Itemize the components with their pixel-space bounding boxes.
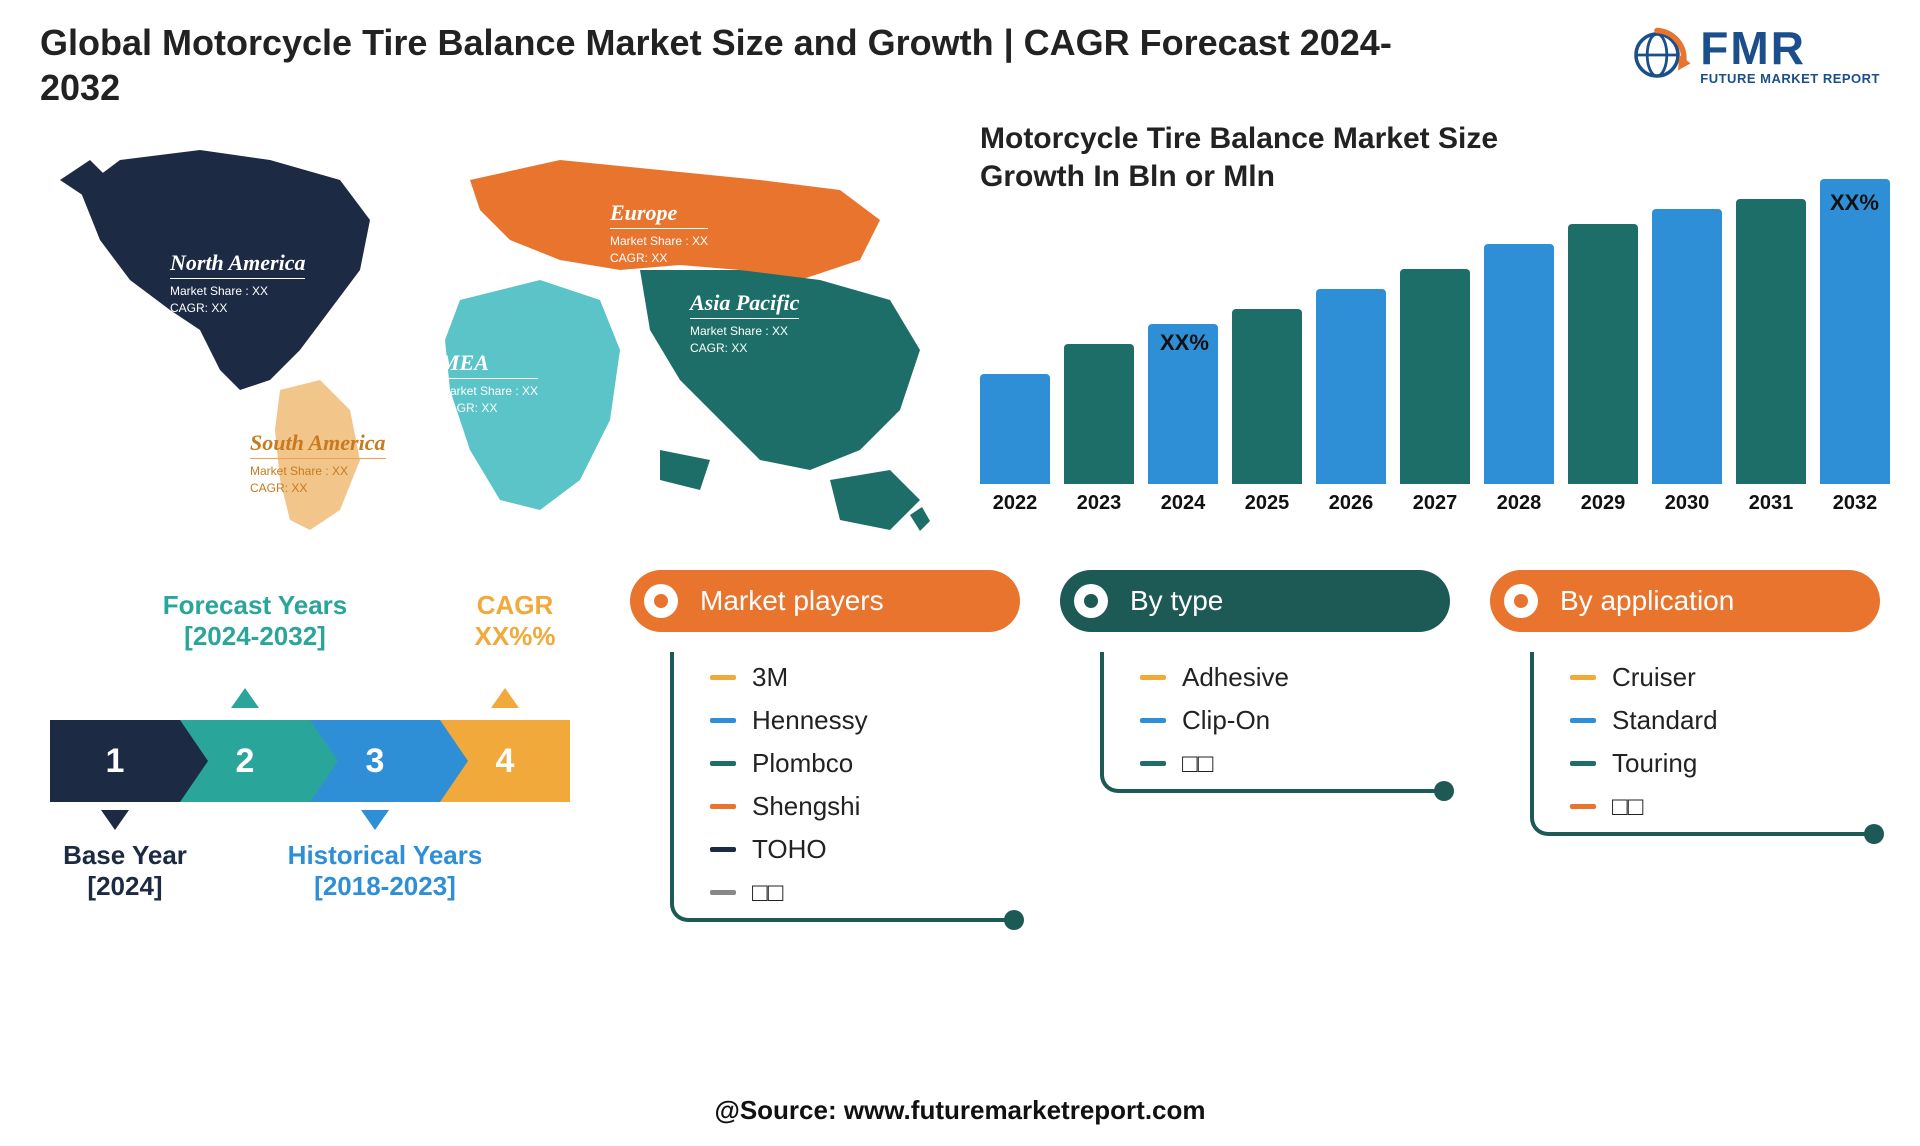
timeline: 1234 Base Year[2024]Forecast Years[2024-… [40,570,600,910]
region-label-na: North AmericaMarket Share : XXCAGR: XX [170,250,305,317]
page-title: Global Motorcycle Tire Balance Market Si… [40,20,1440,110]
category-item: Adhesive [1140,662,1450,693]
timeline-label: Base Year[2024] [25,840,225,902]
dash-icon [1570,675,1596,680]
dash-icon [1140,718,1166,723]
category-item: Cruiser [1570,662,1880,693]
chart-annotation: XX% [1160,330,1209,356]
triangle-icon [361,810,389,830]
dash-icon [710,718,736,723]
logo-text-main: FMR [1700,25,1880,71]
bar-2023: 2023 [1064,344,1134,515]
dash-icon [710,890,736,895]
bar-2022: 2022 [980,374,1050,515]
timeline-label: CAGRXX%% [415,590,615,652]
category-item: TOHO [710,834,1020,865]
category-item: Clip-On [1140,705,1450,736]
fmr-logo: FMR FUTURE MARKET REPORT [1622,20,1880,90]
bar-2025: 2025 [1232,309,1302,515]
category-item-label: Standard [1612,705,1718,736]
category-pill: By type [1060,570,1450,632]
globe-arrow-icon [1622,20,1692,90]
category-item: Shengshi [710,791,1020,822]
logo-text-sub: FUTURE MARKET REPORT [1700,71,1880,86]
dash-icon [710,675,736,680]
category-item: Touring [1570,748,1880,779]
source-attribution: @Source: www.futuremarketreport.com [714,1095,1205,1126]
category-item-label: Hennessy [752,705,868,736]
category-item-label: Plombco [752,748,853,779]
dash-icon [1570,761,1596,766]
category-item-label: Shengshi [752,791,860,822]
triangle-icon [101,810,129,830]
triangle-icon [491,688,519,708]
region-label-mea: MEAMarket Share : XXCAGR: XX [440,350,538,417]
category-item: 3M [710,662,1020,693]
category-item: Standard [1570,705,1880,736]
chart-annotation: XX% [1830,190,1879,216]
bar-2030: 2030 [1652,209,1722,515]
category-item: Hennessy [710,705,1020,736]
category-item-label: 3M [752,662,788,693]
timeline-label: Historical Years[2018-2023] [285,840,485,902]
category-item-label: TOHO [752,834,827,865]
bar-2027: 2027 [1400,269,1470,515]
category-item-label: □□ [752,877,783,908]
growth-bar-chart: Motorcycle Tire Balance Market Size Grow… [980,120,1890,540]
world-map: North AmericaMarket Share : XXCAGR: XX So… [40,120,940,540]
bar-2029: 2029 [1568,224,1638,515]
chart-title: Motorcycle Tire Balance Market Size Grow… [980,120,1500,195]
category-column: By application Cruiser Standard Touring □□ [1490,570,1880,922]
category-item-label: Cruiser [1612,662,1696,693]
bar-2032: 2032 [1820,179,1890,515]
category-item-label: Touring [1612,748,1697,779]
category-pill: Market players [630,570,1020,632]
dash-icon [710,847,736,852]
region-label-sa: South AmericaMarket Share : XXCAGR: XX [250,430,386,497]
region-label-eu: EuropeMarket Share : XXCAGR: XX [610,200,708,267]
category-item-label: Clip-On [1182,705,1270,736]
category-item: □□ [1570,791,1880,822]
dash-icon [1570,804,1596,809]
category-item-label: Adhesive [1182,662,1289,693]
dash-icon [1570,718,1596,723]
bar-2028: 2028 [1484,244,1554,515]
dash-icon [710,761,736,766]
dash-icon [1140,761,1166,766]
category-item: □□ [710,877,1020,908]
category-pill: By application [1490,570,1880,632]
category-column: Market players 3M Hennessy Plombco Shengshi T… [630,570,1020,922]
bar-2026: 2026 [1316,289,1386,515]
category-column: By type Adhesive Clip-On □□ [1060,570,1450,922]
timeline-seg-1: 1 [50,720,180,802]
category-item: □□ [1140,748,1450,779]
region-label-ap: Asia PacificMarket Share : XXCAGR: XX [690,290,799,357]
dash-icon [710,804,736,809]
category-item: Plombco [710,748,1020,779]
category-item-label: □□ [1182,748,1213,779]
triangle-icon [231,688,259,708]
bar-2031: 2031 [1736,199,1806,515]
timeline-label: Forecast Years[2024-2032] [155,590,355,652]
category-item-label: □□ [1612,791,1643,822]
dash-icon [1140,675,1166,680]
